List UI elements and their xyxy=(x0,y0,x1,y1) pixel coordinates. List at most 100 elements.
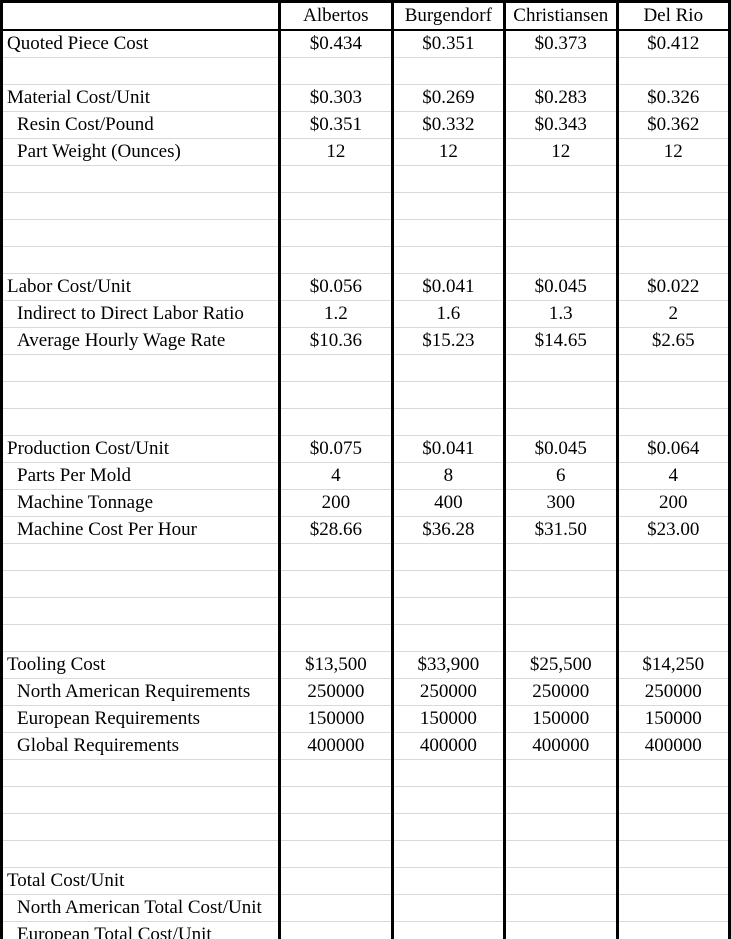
value-cell[interactable] xyxy=(390,840,505,868)
value-cell[interactable]: 12 xyxy=(390,138,505,166)
row-label-cell[interactable]: Production Cost/Unit xyxy=(1,435,280,463)
value-cell[interactable]: 400000 xyxy=(278,732,393,760)
value-cell[interactable] xyxy=(615,408,730,436)
value-cell[interactable]: $33,900 xyxy=(390,651,505,679)
row-label-cell[interactable] xyxy=(1,165,280,193)
value-cell[interactable] xyxy=(503,219,618,247)
value-cell[interactable]: $0.351 xyxy=(390,29,505,58)
value-cell[interactable] xyxy=(390,246,505,274)
row-label-cell[interactable] xyxy=(1,354,280,382)
value-cell[interactable]: $0.045 xyxy=(503,435,618,463)
row-label-cell[interactable] xyxy=(1,813,280,841)
value-cell[interactable]: $0.412 xyxy=(615,29,730,58)
value-cell[interactable] xyxy=(503,894,618,922)
value-cell[interactable]: $36.28 xyxy=(390,516,505,544)
row-label-cell[interactable] xyxy=(1,219,280,247)
value-cell[interactable] xyxy=(615,570,730,598)
value-cell[interactable] xyxy=(278,894,393,922)
value-cell[interactable] xyxy=(390,408,505,436)
value-cell[interactable] xyxy=(278,597,393,625)
row-label-cell[interactable]: Total Cost/Unit xyxy=(1,867,280,895)
value-cell[interactable]: $0.041 xyxy=(390,435,505,463)
value-cell[interactable]: 400000 xyxy=(390,732,505,760)
value-cell[interactable]: 250000 xyxy=(278,678,393,706)
value-cell[interactable]: 2 xyxy=(615,300,730,328)
value-cell[interactable]: $0.362 xyxy=(615,111,730,139)
row-label-cell[interactable]: Machine Tonnage xyxy=(1,489,280,517)
value-cell[interactable]: $10.36 xyxy=(278,327,393,355)
value-cell[interactable]: 300 xyxy=(503,489,618,517)
value-cell[interactable]: 150000 xyxy=(390,705,505,733)
value-cell[interactable] xyxy=(503,921,618,939)
value-cell[interactable]: 250000 xyxy=(615,678,730,706)
value-cell[interactable] xyxy=(503,813,618,841)
column-header-delrio[interactable]: Del Rio xyxy=(615,1,730,31)
value-cell[interactable]: $0.351 xyxy=(278,111,393,139)
value-cell[interactable] xyxy=(615,354,730,382)
value-cell[interactable]: 4 xyxy=(615,462,730,490)
value-cell[interactable] xyxy=(615,813,730,841)
value-cell[interactable] xyxy=(390,597,505,625)
value-cell[interactable]: $0.075 xyxy=(278,435,393,463)
value-cell[interactable]: $28.66 xyxy=(278,516,393,544)
value-cell[interactable] xyxy=(390,570,505,598)
value-cell[interactable]: 12 xyxy=(503,138,618,166)
corner-cell[interactable] xyxy=(1,1,280,31)
value-cell[interactable] xyxy=(278,165,393,193)
value-cell[interactable]: $0.283 xyxy=(503,84,618,112)
value-cell[interactable]: $0.303 xyxy=(278,84,393,112)
row-label-cell[interactable] xyxy=(1,840,280,868)
value-cell[interactable] xyxy=(278,840,393,868)
value-cell[interactable] xyxy=(278,786,393,814)
value-cell[interactable]: $0.022 xyxy=(615,273,730,301)
value-cell[interactable] xyxy=(615,219,730,247)
value-cell[interactable] xyxy=(615,759,730,787)
value-cell[interactable] xyxy=(278,57,393,85)
value-cell[interactable] xyxy=(503,597,618,625)
value-cell[interactable] xyxy=(390,165,505,193)
value-cell[interactable] xyxy=(390,813,505,841)
value-cell[interactable]: 6 xyxy=(503,462,618,490)
value-cell[interactable] xyxy=(503,570,618,598)
row-label-cell[interactable] xyxy=(1,543,280,571)
value-cell[interactable] xyxy=(615,840,730,868)
value-cell[interactable] xyxy=(390,57,505,85)
value-cell[interactable]: $0.064 xyxy=(615,435,730,463)
value-cell[interactable]: $0.269 xyxy=(390,84,505,112)
row-label-cell[interactable]: European Requirements xyxy=(1,705,280,733)
value-cell[interactable]: $31.50 xyxy=(503,516,618,544)
value-cell[interactable] xyxy=(503,165,618,193)
row-label-cell[interactable]: Material Cost/Unit xyxy=(1,84,280,112)
value-cell[interactable] xyxy=(615,624,730,652)
value-cell[interactable] xyxy=(503,57,618,85)
value-cell[interactable] xyxy=(615,921,730,939)
value-cell[interactable]: $0.045 xyxy=(503,273,618,301)
value-cell[interactable] xyxy=(390,192,505,220)
value-cell[interactable]: 1.2 xyxy=(278,300,393,328)
row-label-cell[interactable]: Global Requirements xyxy=(1,732,280,760)
value-cell[interactable]: 400000 xyxy=(503,732,618,760)
value-cell[interactable] xyxy=(503,786,618,814)
row-label-cell[interactable]: North American Requirements xyxy=(1,678,280,706)
value-cell[interactable] xyxy=(615,246,730,274)
row-label-cell[interactable] xyxy=(1,57,280,85)
value-cell[interactable] xyxy=(503,246,618,274)
value-cell[interactable] xyxy=(278,813,393,841)
row-label-cell[interactable] xyxy=(1,192,280,220)
value-cell[interactable] xyxy=(615,867,730,895)
value-cell[interactable]: 400000 xyxy=(615,732,730,760)
value-cell[interactable]: $0.332 xyxy=(390,111,505,139)
value-cell[interactable]: 150000 xyxy=(503,705,618,733)
value-cell[interactable] xyxy=(503,354,618,382)
value-cell[interactable]: 4 xyxy=(278,462,393,490)
row-label-cell[interactable]: Part Weight (Ounces) xyxy=(1,138,280,166)
value-cell[interactable] xyxy=(503,840,618,868)
value-cell[interactable]: 200 xyxy=(615,489,730,517)
row-label-cell[interactable] xyxy=(1,597,280,625)
value-cell[interactable] xyxy=(278,354,393,382)
value-cell[interactable] xyxy=(390,759,505,787)
row-label-cell[interactable]: Quoted Piece Cost xyxy=(1,29,280,58)
value-cell[interactable]: 12 xyxy=(278,138,393,166)
value-cell[interactable] xyxy=(615,786,730,814)
value-cell[interactable] xyxy=(278,570,393,598)
